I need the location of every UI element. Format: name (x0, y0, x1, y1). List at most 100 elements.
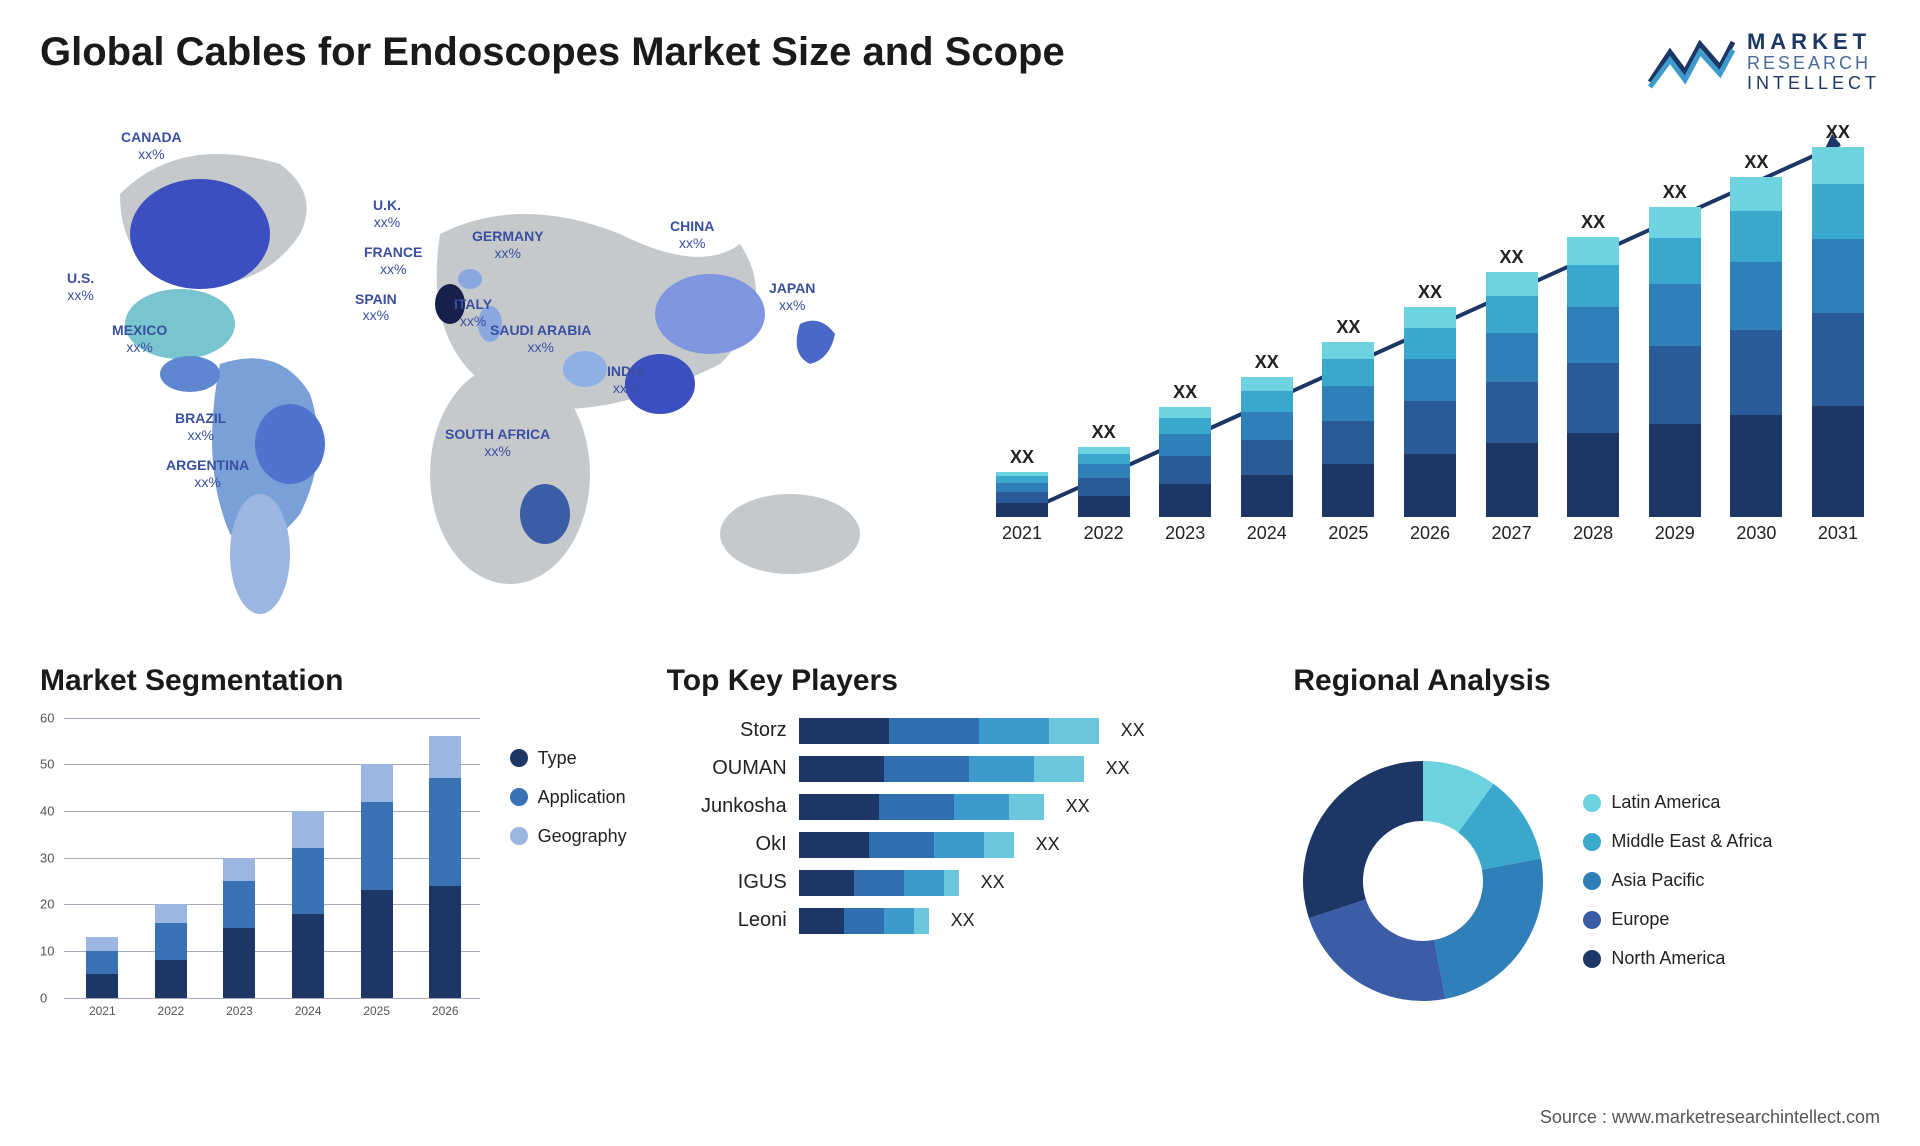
logo-icon (1645, 32, 1735, 92)
seg-xlabel: 2021 (89, 1004, 116, 1018)
forecast-year-label: 2028 (1573, 523, 1613, 544)
legend-dot-icon (1583, 872, 1601, 890)
map-label: U.S.xx% (67, 270, 94, 304)
forecast-chart: XX2021XX2022XX2023XX2024XX2025XX2026XX20… (980, 114, 1880, 634)
segmentation-title: Market Segmentation (40, 664, 627, 698)
legend-label: Application (538, 787, 626, 808)
tkp-name: Leoni (667, 909, 787, 932)
tkp-bar (799, 908, 929, 934)
map-label: GERMANYxx% (472, 228, 544, 262)
map-label: BRAZILxx% (175, 410, 226, 444)
tkp-bar (799, 870, 959, 896)
forecast-bar-label: XX (1092, 422, 1116, 443)
legend-label: Middle East & Africa (1611, 831, 1772, 852)
forecast-bar: XX 2028 (1561, 212, 1625, 544)
seg-ytick: 0 (40, 990, 47, 1005)
map-label: CHINAxx% (670, 218, 714, 252)
forecast-bar-label: XX (1500, 247, 1524, 268)
forecast-bar-label: XX (1173, 382, 1197, 403)
seg-xlabel: 2025 (363, 1004, 390, 1018)
forecast-year-label: 2030 (1736, 523, 1776, 544)
legend-item: North America (1583, 948, 1772, 969)
tkp-name: OkI (667, 833, 787, 856)
forecast-year-label: 2025 (1328, 523, 1368, 544)
tkp-bar (799, 718, 1099, 744)
tkp-row: OkI XX (667, 832, 1254, 858)
seg-ytick: 60 (40, 710, 54, 725)
map-label: MEXICOxx% (112, 322, 167, 356)
regional-donut (1293, 751, 1553, 1011)
legend-label: Latin America (1611, 792, 1720, 813)
tkp-bar (799, 832, 1014, 858)
forecast-bar-label: XX (1255, 352, 1279, 373)
tkp-row: Storz XX (667, 718, 1254, 744)
forecast-bar: XX 2030 (1724, 152, 1788, 544)
logo-line2: RESEARCH (1747, 54, 1880, 74)
seg-ytick: 20 (40, 897, 54, 912)
seg-bar (155, 904, 187, 997)
forecast-bar: XX 2024 (1235, 352, 1299, 544)
segmentation-panel: Market Segmentation 0 10 20 30 40 50 60 2021 20… (40, 664, 627, 1044)
tkp-value: XX (1066, 796, 1090, 817)
tkp-value: XX (1121, 720, 1145, 741)
regional-legend: Latin America Middle East & Africa Asia Pa… (1583, 792, 1772, 969)
seg-bar (292, 811, 324, 998)
forecast-bar: XX2031 (1806, 122, 1870, 544)
topkeyplayers-title: Top Key Players (667, 664, 1254, 698)
tkp-name: Junkosha (667, 795, 787, 818)
source-text: Source : www.marketresearchintellect.com (1540, 1107, 1880, 1128)
legend-item: Middle East & Africa (1583, 831, 1772, 852)
forecast-bar: XX 2022 (1072, 422, 1136, 544)
map-label: FRANCExx% (364, 244, 422, 278)
seg-xlabel: 2024 (295, 1004, 322, 1018)
seg-ytick: 10 (40, 944, 54, 959)
forecast-year-label: 2022 (1084, 523, 1124, 544)
forecast-year-label: 2024 (1247, 523, 1287, 544)
forecast-bar-label: XX (1663, 182, 1687, 203)
legend-dot-icon (1583, 950, 1601, 968)
tkp-bar (799, 794, 1044, 820)
forecast-bar-label: XX (1744, 152, 1768, 173)
tkp-value: XX (1106, 758, 1130, 779)
tkp-bar (799, 756, 1084, 782)
regional-panel: Regional Analysis Latin America Middle Ea… (1293, 664, 1880, 1044)
seg-ytick: 50 (40, 757, 54, 772)
world-map: CANADAxx%U.S.xx%MEXICOxx%BRAZILxx%ARGENT… (40, 114, 940, 634)
seg-bar (429, 736, 461, 997)
page-title: Global Cables for Endoscopes Market Size… (40, 30, 1065, 75)
tkp-row: IGUSXX (667, 870, 1254, 896)
legend-item: Application (510, 787, 627, 808)
legend-label: Europe (1611, 909, 1669, 930)
map-label: INDIAxx% (607, 363, 645, 397)
legend-label: Geography (538, 826, 627, 847)
legend-item: Asia Pacific (1583, 870, 1772, 891)
tkp-row: OUMANXX (667, 756, 1254, 782)
legend-dot-icon (1583, 911, 1601, 929)
legend-label: Type (538, 748, 577, 769)
tkp-name: Storz (667, 719, 787, 742)
tkp-value: XX (1036, 834, 1060, 855)
seg-bar (361, 764, 393, 997)
forecast-bar: XX 2029 (1643, 182, 1707, 544)
seg-ytick: 40 (40, 804, 54, 819)
forecast-bar-label: XX (1581, 212, 1605, 233)
logo-line3: INTELLECT (1747, 74, 1880, 94)
forecast-year-label: 2027 (1492, 523, 1532, 544)
legend-label: North America (1611, 948, 1725, 969)
map-label: ARGENTINAxx% (166, 457, 249, 491)
legend-item: Type (510, 748, 627, 769)
segmentation-chart: 0102030405060 202120222023202420252026 (40, 718, 480, 1018)
legend-dot-icon (1583, 833, 1601, 851)
legend-dot-icon (1583, 794, 1601, 812)
map-label: SAUDI ARABIAxx% (490, 322, 591, 356)
seg-xlabel: 2022 (158, 1004, 185, 1018)
map-label: ITALYxx% (454, 296, 492, 330)
topkeyplayers-panel: Top Key Players StorzXXOUMANXXJunkoshaXX… (667, 664, 1254, 1044)
map-label: JAPANxx% (769, 280, 815, 314)
forecast-year-label: 2029 (1655, 523, 1695, 544)
seg-ytick: 30 (40, 850, 54, 865)
brand-logo: MARKET RESEARCH INTELLECT (1645, 30, 1880, 94)
topkeyplayers-chart: StorzXXOUMANXXJunkoshaXXOkIXXIGUSXXLeoni… (667, 718, 1254, 1044)
forecast-bar-label: XX (1336, 317, 1360, 338)
regional-title: Regional Analysis (1293, 664, 1880, 698)
